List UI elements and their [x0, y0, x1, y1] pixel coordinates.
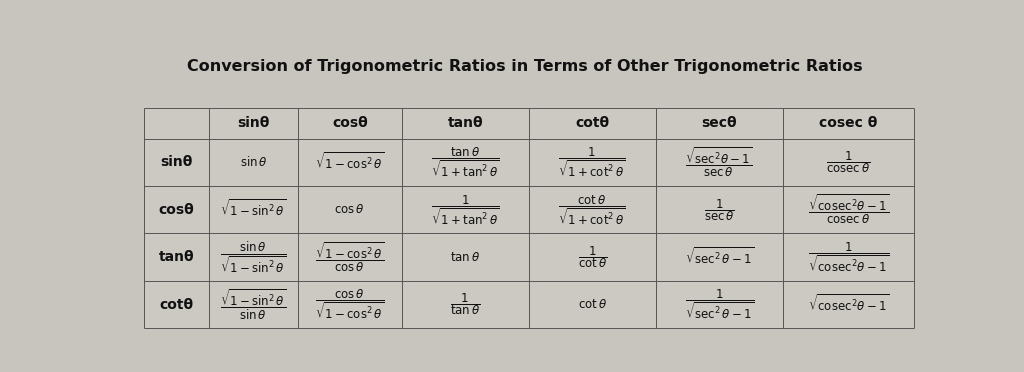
Text: $\sqrt{1-\sin^2\theta}$: $\sqrt{1-\sin^2\theta}$ [220, 199, 287, 220]
Text: $\dfrac{\cos\theta}{\sqrt{1-\cos^2\theta}}$: $\dfrac{\cos\theta}{\sqrt{1-\cos^2\theta… [315, 288, 385, 321]
Text: $\dfrac{1}{\cot\theta}$: $\dfrac{1}{\cot\theta}$ [578, 244, 607, 270]
Text: cosθ: cosθ [159, 203, 195, 217]
Text: $\dfrac{\sqrt{1-\sin^2\theta}}{\sin\theta}$: $\dfrac{\sqrt{1-\sin^2\theta}}{\sin\thet… [220, 287, 287, 322]
Bar [143, 108, 913, 328]
Text: $\sqrt{\mathrm{cosec}^2\theta-1}$: $\sqrt{\mathrm{cosec}^2\theta-1}$ [808, 294, 889, 315]
Text: Conversion of Trigonometric Ratios in Terms of Other Trigonometric Ratios: Conversion of Trigonometric Ratios in Te… [187, 59, 862, 74]
Text: $\dfrac{1}{\mathrm{cosec}\,\theta}$: $\dfrac{1}{\mathrm{cosec}\,\theta}$ [826, 150, 870, 175]
Text: cosθ: cosθ [332, 116, 368, 130]
Text: $\dfrac{1}{\sqrt{\mathrm{cosec}^2\theta-1}}$: $\dfrac{1}{\sqrt{\mathrm{cosec}^2\theta-… [808, 240, 889, 274]
Text: $\dfrac{\sqrt{\sec^2\!\theta-1}}{\sec\theta}$: $\dfrac{\sqrt{\sec^2\!\theta-1}}{\sec\th… [685, 145, 753, 179]
Text: $\dfrac{\tan\theta}{\sqrt{1+\tan^2\theta}}$: $\dfrac{\tan\theta}{\sqrt{1+\tan^2\theta… [431, 145, 500, 179]
Text: tanθ: tanθ [447, 116, 483, 130]
Text: sinθ: sinθ [238, 116, 269, 130]
Text: $\dfrac{1}{\sqrt{\sec^2\theta-1}}$: $\dfrac{1}{\sqrt{\sec^2\theta-1}}$ [684, 288, 754, 321]
Text: cotθ: cotθ [575, 116, 609, 130]
Text: $\tan\theta$: $\tan\theta$ [451, 251, 480, 264]
Text: sinθ: sinθ [161, 155, 193, 169]
Text: $\cot\theta$: $\cot\theta$ [578, 298, 607, 311]
Text: $\dfrac{\sin\theta}{\sqrt{1-\sin^2\theta}}$: $\dfrac{\sin\theta}{\sqrt{1-\sin^2\theta… [220, 240, 287, 275]
Text: secθ: secθ [701, 116, 737, 130]
Text: $\dfrac{1}{\sqrt{1+\tan^2\theta}}$: $\dfrac{1}{\sqrt{1+\tan^2\theta}}$ [431, 193, 500, 227]
Text: cotθ: cotθ [160, 298, 194, 311]
Text: $\dfrac{\sqrt{\mathrm{cosec}^2\theta-1}}{\mathrm{cosec}\,\theta}$: $\dfrac{\sqrt{\mathrm{cosec}^2\theta-1}}… [808, 193, 889, 227]
Text: $\cos\theta$: $\cos\theta$ [335, 203, 366, 216]
Text: $\dfrac{1}{\sqrt{1+\cot^2\theta}}$: $\dfrac{1}{\sqrt{1+\cot^2\theta}}$ [558, 145, 627, 179]
Text: $\sqrt{\sec^2\theta-1}$: $\sqrt{\sec^2\theta-1}$ [684, 247, 754, 268]
Text: $\sin\theta$: $\sin\theta$ [240, 155, 267, 169]
Text: $\dfrac{1}{\tan\theta}$: $\dfrac{1}{\tan\theta}$ [451, 292, 480, 317]
Text: cosec θ: cosec θ [819, 116, 878, 130]
Text: $\dfrac{\sqrt{1-\cos^2\theta}}{\cos\theta}$: $\dfrac{\sqrt{1-\cos^2\theta}}{\cos\thet… [315, 240, 385, 274]
Text: $\dfrac{\cot\theta}{\sqrt{1+\cot^2\theta}}$: $\dfrac{\cot\theta}{\sqrt{1+\cot^2\theta… [558, 193, 627, 227]
Text: $\sqrt{1-\cos^2\theta}$: $\sqrt{1-\cos^2\theta}$ [315, 152, 385, 173]
Text: $\dfrac{1}{\sec\theta}$: $\dfrac{1}{\sec\theta}$ [703, 197, 735, 222]
Text: tanθ: tanθ [159, 250, 195, 264]
